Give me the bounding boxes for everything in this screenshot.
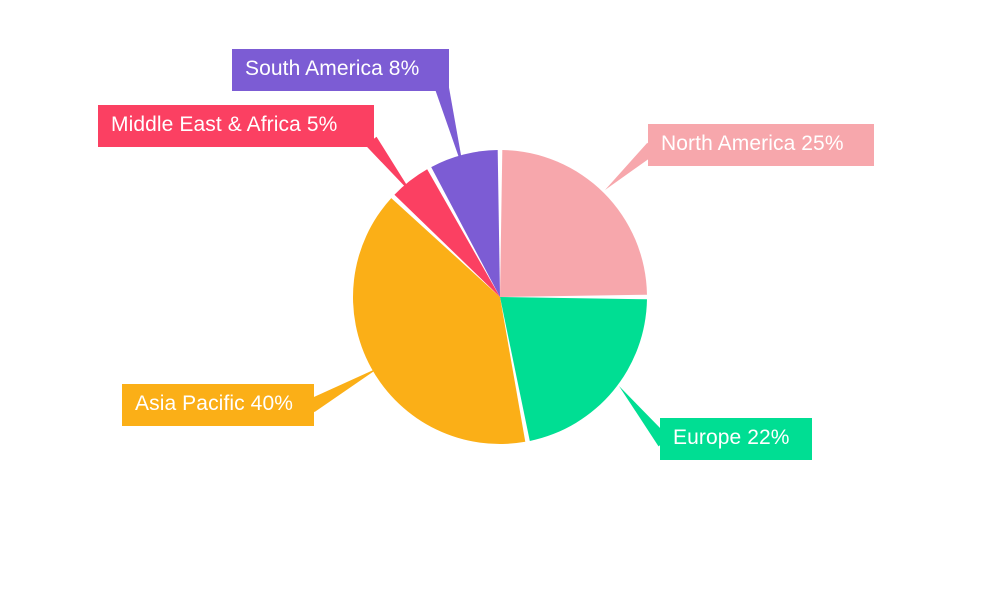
pie-slice-asia-pacific[interactable] [352, 198, 526, 444]
slice-label-text: Europe 22% [673, 425, 790, 449]
leader-line-europe [619, 386, 670, 447]
slice-label-text: Middle East & Africa 5% [111, 112, 338, 136]
slice-label-middle-east-africa[interactable]: Middle East & Africa 5% [98, 105, 374, 147]
slice-label-text: North America 25% [661, 131, 844, 155]
pie-slice-south-america[interactable] [431, 150, 500, 297]
slice-label-text: Asia Pacific 40% [135, 391, 294, 415]
leader-lines-group [307, 86, 670, 447]
pie-slice-north-america[interactable] [500, 150, 647, 297]
leader-line-north-america [605, 142, 657, 190]
slice-label-europe[interactable]: Europe 22% [660, 418, 812, 460]
leader-line-middle-east-africa [365, 136, 413, 195]
leader-line-south-america [435, 86, 464, 172]
leader-line-asia-pacific [307, 367, 380, 413]
pie-slices-group [352, 150, 647, 444]
slice-label-text: South America 8% [245, 56, 420, 80]
slice-label-south-america[interactable]: South America 8% [232, 49, 449, 91]
pie-slice-europe[interactable] [500, 297, 647, 441]
slice-label-north-america[interactable]: North America 25% [648, 124, 874, 166]
slice-label-asia-pacific[interactable]: Asia Pacific 40% [122, 384, 314, 426]
pie-slice-middle-east-africa[interactable] [394, 169, 500, 297]
